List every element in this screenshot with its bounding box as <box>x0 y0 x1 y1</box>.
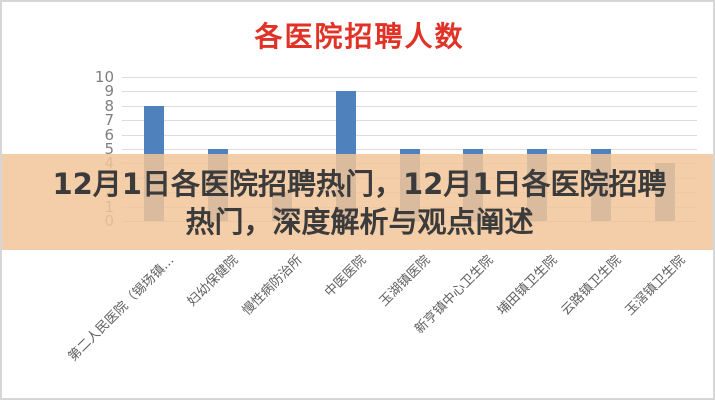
headline-line-1: 12月1日各医院招聘热门，12月1日各医院招聘 <box>52 167 667 201</box>
x-category-label: 新亨镇中心卫生院 <box>412 252 497 337</box>
y-tick-label: 6 <box>104 125 114 144</box>
x-category-label: 云路镇卫生院 <box>558 252 625 319</box>
gridline <box>122 134 697 136</box>
chart-title: 各医院招聘人数 <box>254 20 465 53</box>
x-category-label: 第二人民医院（锡场镇… <box>65 252 178 365</box>
y-tick-label: 9 <box>104 82 114 101</box>
x-category-label: 玉湖镇医院 <box>376 252 433 310</box>
x-category-label: 妇幼保健院 <box>184 252 242 310</box>
gridline <box>122 77 697 78</box>
gridline <box>122 105 697 107</box>
x-category-label: 埔田镇卫生院 <box>494 252 561 319</box>
y-tick-label: 5 <box>104 140 114 158</box>
y-tick-label: 8 <box>104 96 114 115</box>
headline-overlay: 12月1日各医院招聘热门，12月1日各医院招聘 热门，深度解析与观点阐述 <box>2 154 713 250</box>
y-tick-label: 7 <box>104 111 114 130</box>
x-category-label: 慢性病防治所 <box>239 252 306 319</box>
y-tick-label: 10 <box>94 68 114 86</box>
gridline <box>122 91 697 93</box>
x-category-label: 玉滘镇卫生院 <box>622 252 689 319</box>
gridline <box>122 120 697 122</box>
x-category-label: 中医医院 <box>321 252 370 301</box>
headline-line-2: 热门，深度解析与观点阐述 <box>185 205 534 239</box>
